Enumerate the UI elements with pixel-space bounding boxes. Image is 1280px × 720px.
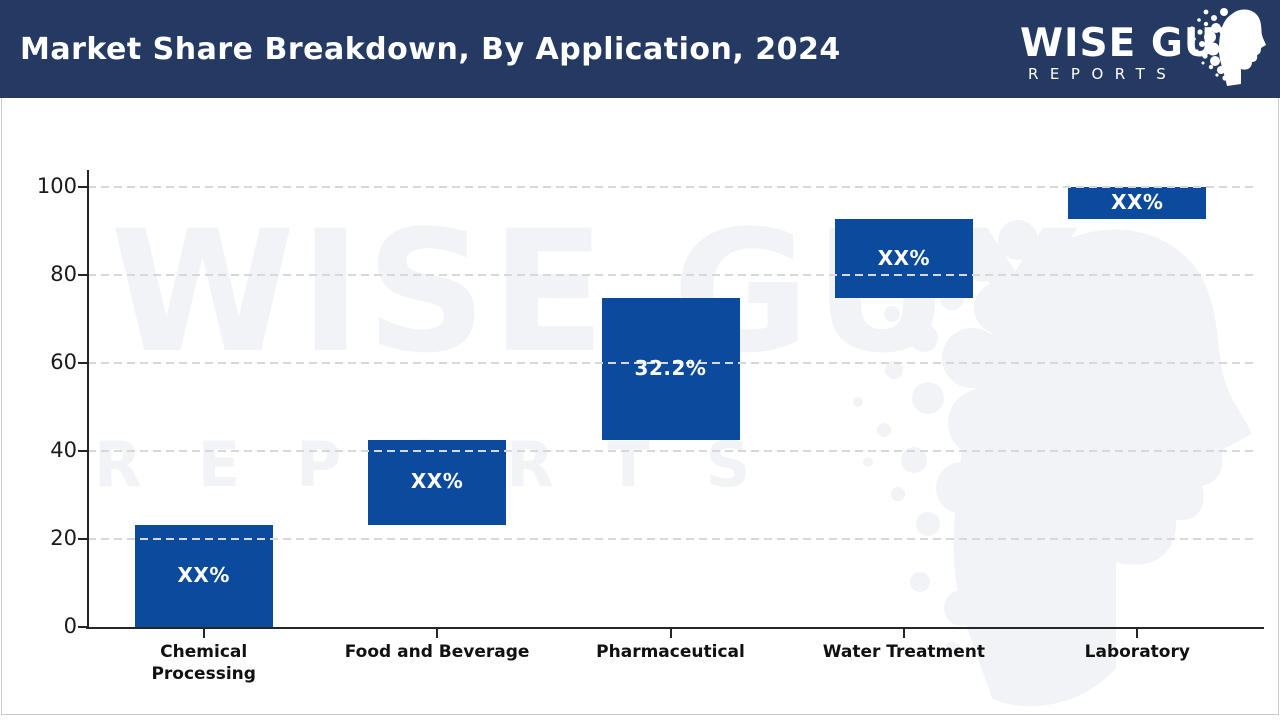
y-tick-label-0: 0 [63,614,77,638]
x-tick-2 [436,629,439,638]
bar-value-label-3: 32.2% [634,356,707,381]
category-label-5: Laboratory [1084,642,1190,662]
gridline-40 [88,450,1254,452]
y-tick-label-80: 80 [50,262,77,286]
category-label-1: Chemical Processing [151,642,256,685]
bar-value-label-1: XX% [177,562,230,587]
y-tick-label-100: 100 [36,174,77,198]
gridline-60 [88,362,1254,364]
bar-value-label-2: XX% [410,469,464,494]
bar-5 [1068,187,1207,220]
category-label-2: Food and Beverage [344,642,530,662]
bar-2 [368,440,507,525]
watermark-face-icon [853,220,1252,707]
y-tick-80 [78,274,87,276]
gridline-20 [88,538,1254,540]
header-band: Market Share Breakdown, By Application, … [0,0,1280,98]
y-tick-100 [78,186,87,188]
category-label-4: Water Treatment [822,642,986,662]
logo-subtext: REPORTS [1028,65,1177,83]
bar-value-label-5: XX% [1111,190,1164,215]
y-tick-label-20: 20 [50,526,77,550]
category-label-3: Pharmaceutical [596,642,745,662]
plot-region: WISE GUY REPORTS [1,98,1279,715]
y-tick-0 [78,626,87,628]
y-axis-line [87,170,89,629]
x-tick-4 [902,629,905,638]
logo-wordmark: WISE GUY [1020,21,1246,66]
x-tick-3 [669,629,672,638]
gridline-100 [88,186,1254,188]
logo-graphic: WISE GUY REPORTS [1020,8,1266,86]
y-tick-20 [78,538,87,540]
y-tick-40 [78,450,87,452]
bar-4 [834,219,973,299]
x-tick-5 [1136,629,1139,638]
chart-title: Market Share Breakdown, By Application, … [20,31,841,67]
bar-value-label-4: XX% [877,245,931,270]
bar-3 [601,298,740,440]
wise-guy-reports-logo: WISE GUY REPORTS [1018,4,1266,94]
x-axis-line [86,627,1264,629]
gridline-80 [88,274,1254,276]
y-tick-label-60: 60 [50,350,77,374]
logo-face-icon [1190,8,1266,86]
bar-1 [134,524,273,627]
y-tick-60 [78,362,87,364]
x-tick-1 [202,629,205,638]
y-tick-label-40: 40 [50,438,77,462]
